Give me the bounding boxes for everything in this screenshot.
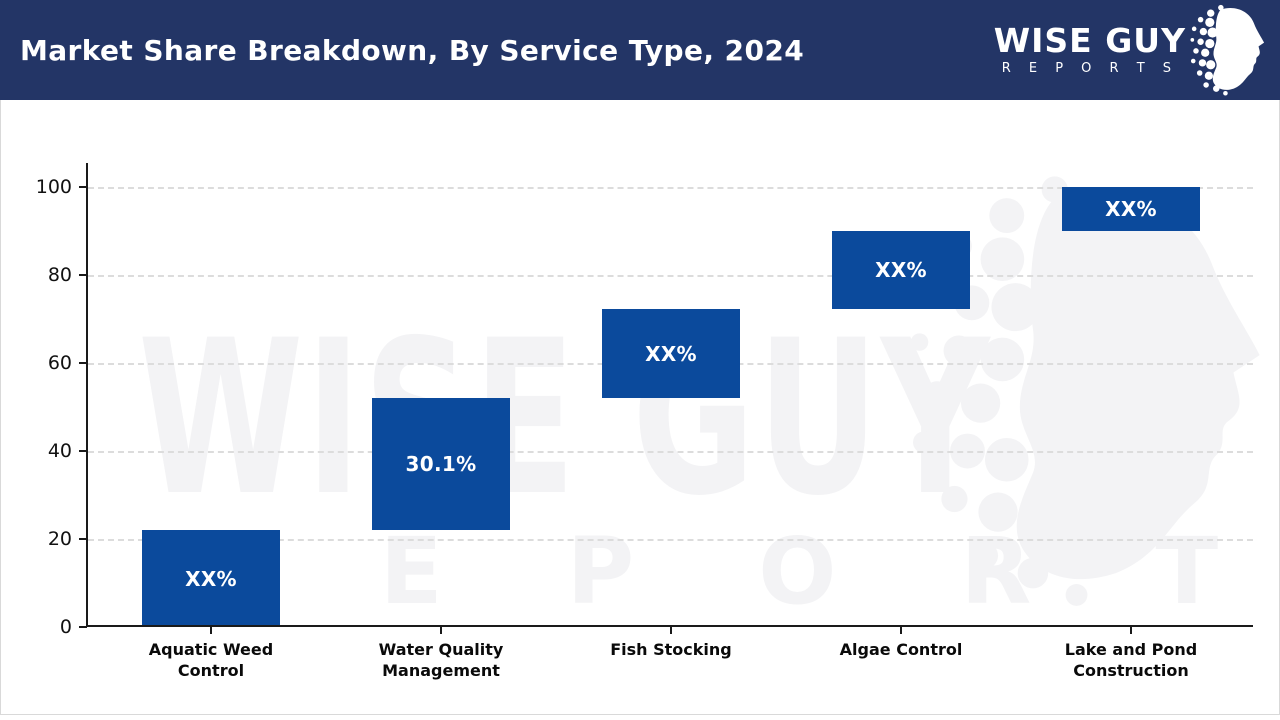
x-category-label: Algae Control bbox=[839, 640, 963, 659]
bar-value-label: XX% bbox=[1105, 197, 1157, 221]
y-tick-label: 0 bbox=[59, 616, 72, 638]
y-tick-mark bbox=[79, 186, 87, 188]
header-bar: Market Share Breakdown, By Service Type,… bbox=[0, 0, 1280, 100]
gridline-20 bbox=[88, 539, 1253, 541]
bar-5: XX% bbox=[1062, 187, 1200, 231]
x-category-label: Water Quality Management bbox=[378, 640, 504, 680]
x-tick-mark bbox=[670, 627, 672, 634]
bar-3: XX% bbox=[602, 309, 740, 398]
x-tick-mark bbox=[440, 627, 442, 634]
y-axis-line bbox=[86, 163, 88, 627]
bar-1: XX% bbox=[142, 530, 280, 627]
y-tick-mark bbox=[79, 538, 87, 540]
watermark-wordmark: WISE GUY bbox=[138, 296, 992, 544]
bar-value-label: XX% bbox=[875, 258, 927, 283]
y-tick-mark bbox=[79, 362, 87, 364]
x-category-label: Lake and Pond Construction bbox=[1064, 640, 1198, 680]
y-tick-label: 100 bbox=[35, 176, 72, 198]
bar-4: XX% bbox=[832, 231, 970, 310]
x-tick-mark bbox=[1130, 627, 1132, 634]
bar-value-label: XX% bbox=[185, 566, 237, 591]
logo-text: WISE GUY R E P O R T S bbox=[994, 24, 1186, 76]
x-tick-mark bbox=[900, 627, 902, 634]
y-tick-mark bbox=[79, 274, 87, 276]
y-tick-mark bbox=[79, 450, 87, 452]
y-tick-label: 60 bbox=[47, 352, 72, 374]
y-tick-label: 40 bbox=[47, 440, 72, 462]
wise-guy-logo: WISE GUY R E P O R T S bbox=[994, 4, 1266, 96]
x-category-label: Fish Stocking bbox=[610, 640, 732, 659]
x-tick-mark bbox=[210, 627, 212, 634]
gridline-40 bbox=[88, 451, 1253, 453]
bar-2: 30.1% bbox=[372, 397, 510, 531]
gridline-80 bbox=[88, 275, 1253, 277]
bar-value-label: XX% bbox=[645, 341, 697, 366]
y-tick-label: 80 bbox=[47, 264, 72, 286]
gridline-100 bbox=[88, 187, 1253, 189]
x-category-label: Aquatic Weed Control bbox=[148, 640, 274, 680]
page-title: Market Share Breakdown, By Service Type,… bbox=[20, 33, 805, 67]
logo-wordmark: WISE GUY bbox=[993, 21, 1186, 60]
y-tick-label: 20 bbox=[47, 528, 72, 550]
x-axis-line bbox=[86, 625, 1253, 627]
bar-value-label: 30.1% bbox=[405, 451, 477, 476]
logo-subtitle: R E P O R T S bbox=[1001, 61, 1179, 76]
y-tick-mark bbox=[79, 626, 87, 628]
